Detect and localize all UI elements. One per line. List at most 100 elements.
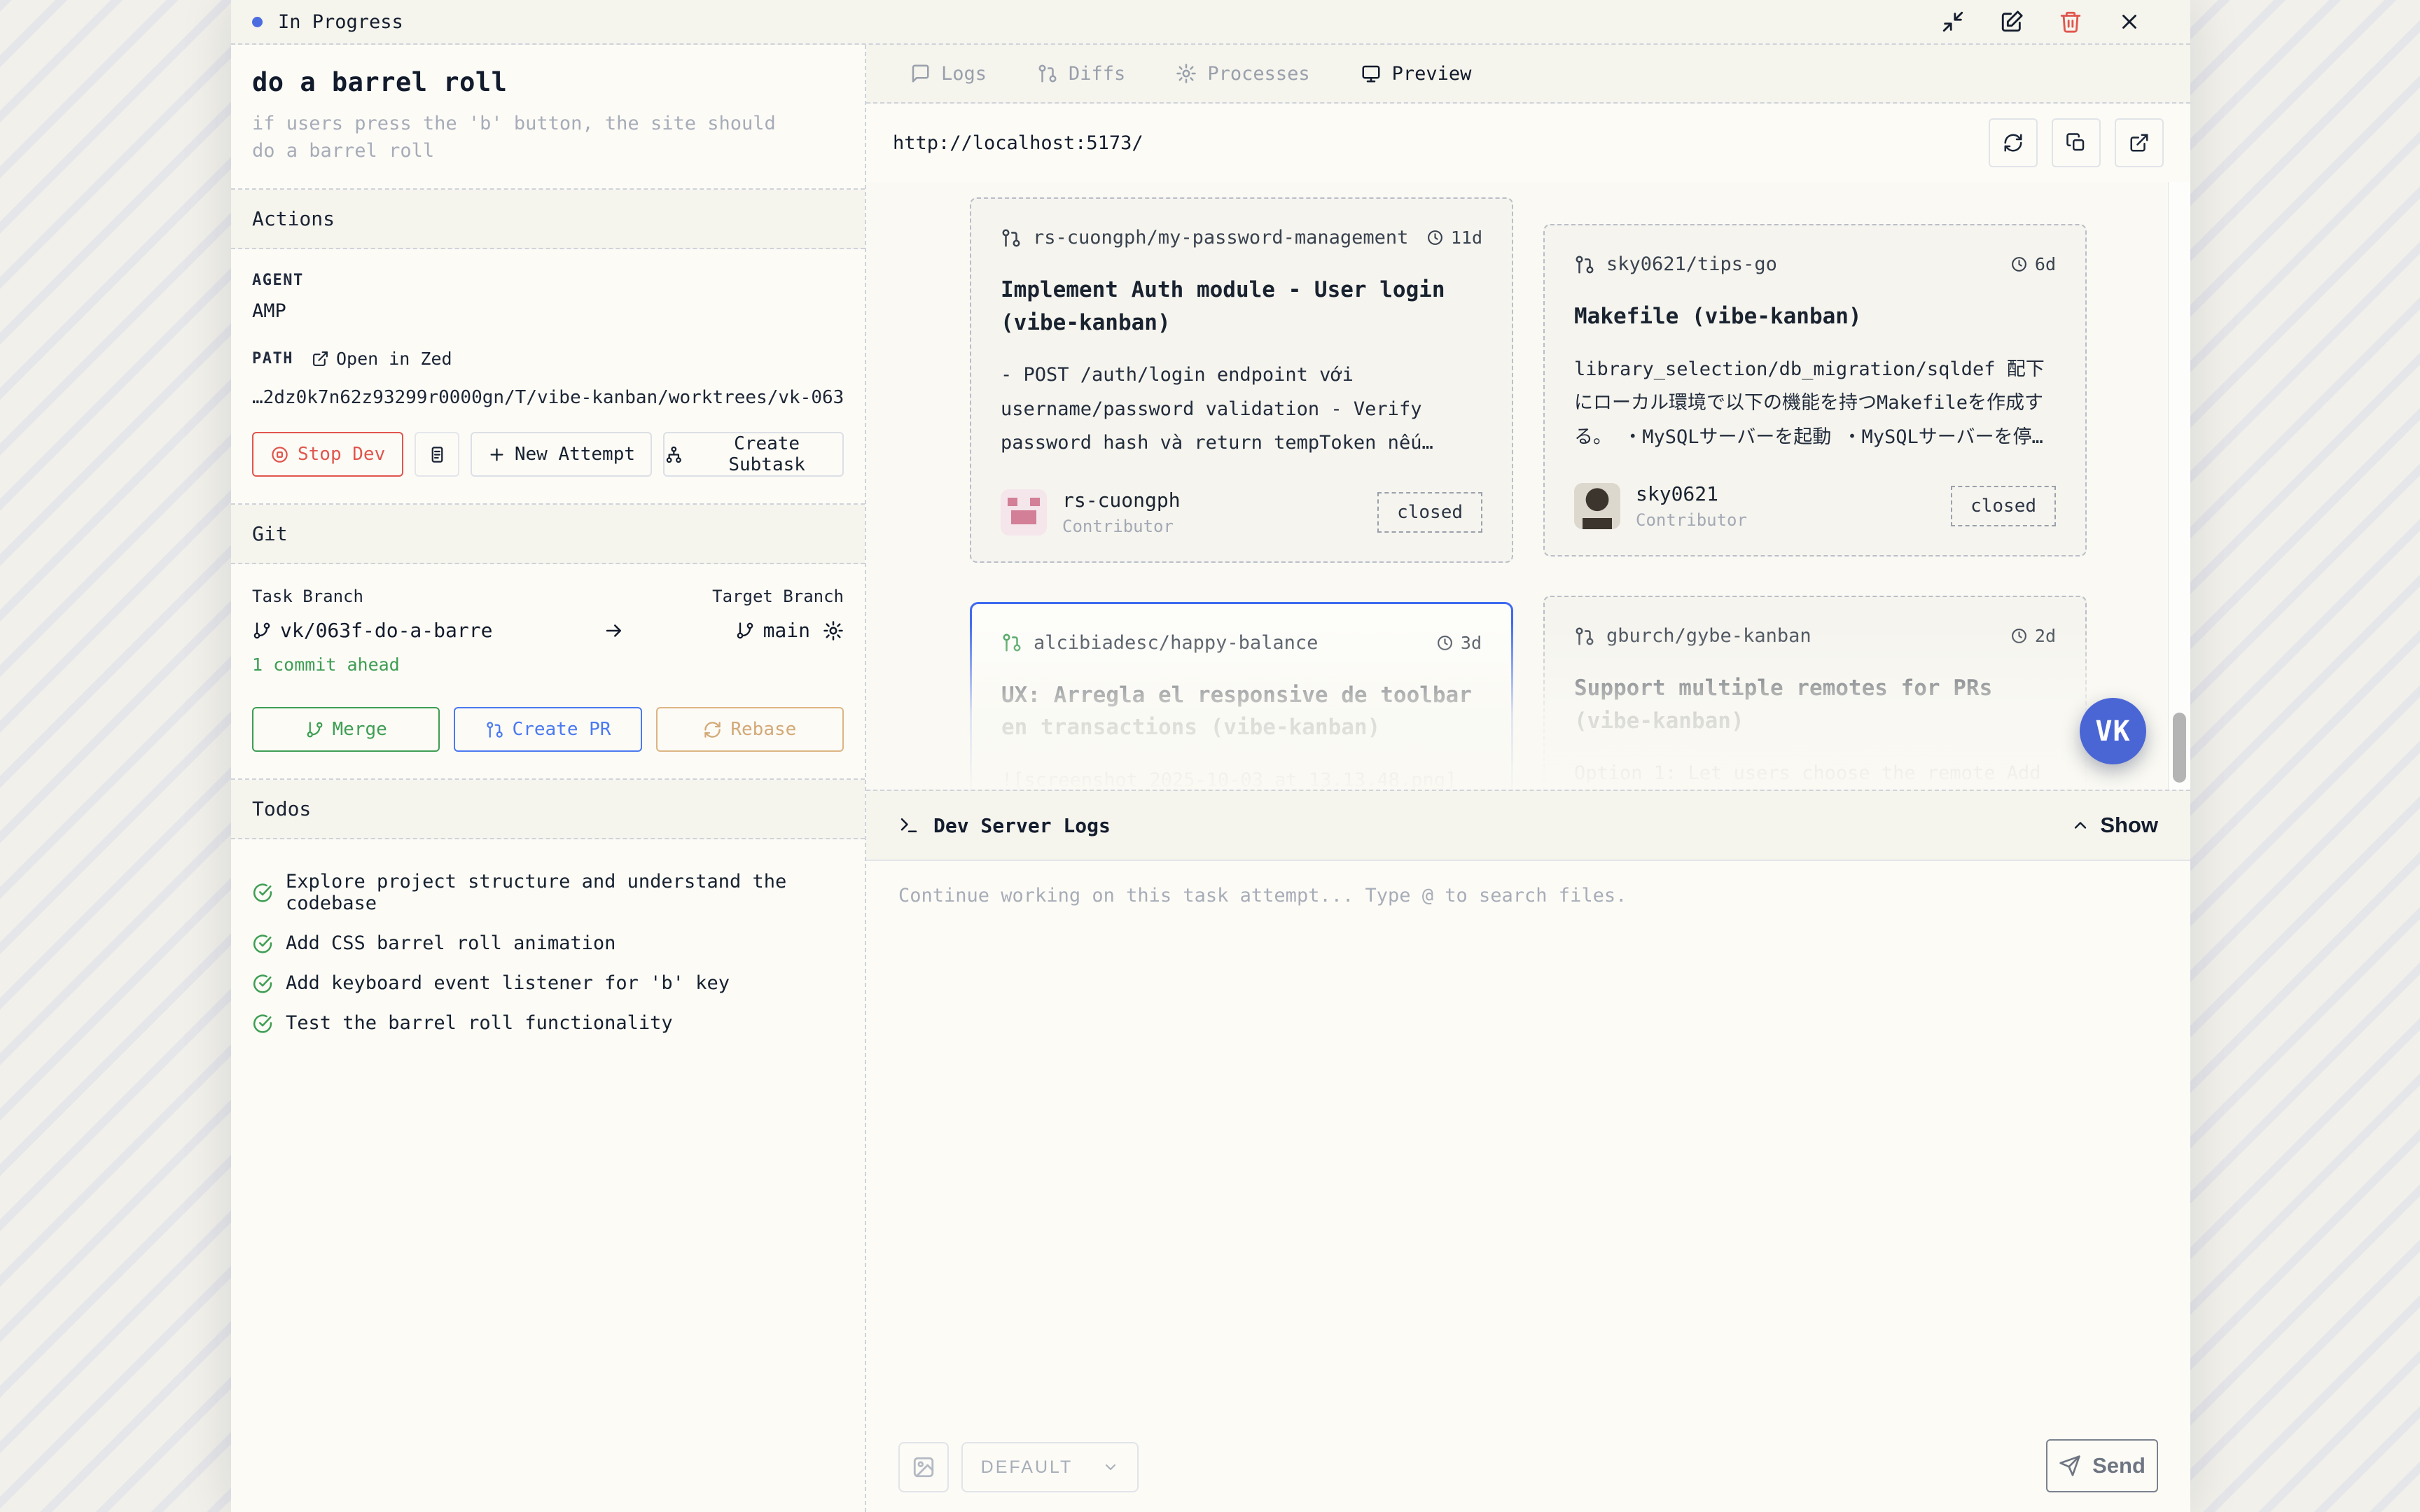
worktree-path: …2dz0k7n62z93299r0000gn/T/vibe-kanban/wo…	[252, 387, 844, 409]
create-pr-button[interactable]: Create PR	[454, 707, 642, 752]
card-author-role: Contributor	[1636, 510, 1747, 531]
branch-settings-gear-icon[interactable]	[819, 620, 844, 641]
send-icon	[2059, 1455, 2080, 1476]
git-buttons: Merge Create PR Rebase	[252, 707, 844, 752]
page-title: do a barrel roll	[252, 67, 508, 97]
path-row: PATH Open in Zed	[252, 349, 844, 369]
git-section: Task Branch Target Branch vk/063f-do-a-b…	[231, 564, 865, 780]
copy-icon	[2066, 133, 2085, 151]
git-branch-icon	[737, 622, 753, 639]
stop-circle-icon	[272, 447, 288, 463]
todo-item: Add keyboard event listener for 'b' key	[252, 963, 844, 1003]
card-age: 3d	[1436, 633, 1482, 653]
copy-url-button[interactable]	[2052, 118, 2101, 167]
task-title-block: do a barrel roll if users press the 'b' …	[231, 45, 865, 190]
target-branch: main	[735, 619, 844, 642]
pr-card[interactable]: sky0621/tips-go 6d Makefile (vibe-kanban…	[1543, 224, 2087, 557]
card-column-right: sky0621/tips-go 6d Makefile (vibe-kanban…	[1543, 197, 2087, 790]
external-link-icon	[2130, 134, 2148, 152]
url-actions	[1989, 118, 2164, 167]
scrollbar-thumb[interactable]	[2173, 713, 2186, 783]
send-button[interactable]: Send	[2046, 1439, 2158, 1492]
avatar	[1001, 489, 1047, 536]
image-icon	[913, 1457, 934, 1478]
header-actions	[1941, 10, 2169, 34]
message-input[interactable]	[898, 885, 2158, 1439]
clock-icon	[2011, 629, 2026, 644]
merge-button[interactable]: Merge	[252, 707, 440, 752]
chat-bubble-icon	[912, 64, 929, 83]
clock-icon	[1437, 635, 1452, 650]
card-repo: sky0621/tips-go	[1606, 253, 1777, 275]
rebase-button[interactable]: Rebase	[655, 707, 844, 752]
card-title: Makefile (vibe-kanban)	[1574, 304, 1862, 329]
card-column-left: rs-cuongph/my-password-management 11d Im…	[970, 197, 1513, 790]
card-repo: gburch/gybe-kanban	[1606, 625, 1811, 648]
target-branch-label: Target Branch	[712, 587, 844, 607]
open-external-button[interactable]	[2115, 118, 2164, 167]
close-icon[interactable]	[2118, 10, 2141, 34]
refresh-button[interactable]	[1989, 118, 2038, 167]
refresh-icon	[2004, 134, 2022, 152]
new-attempt-button[interactable]: New Attempt	[471, 432, 652, 477]
clock-icon	[2011, 257, 2026, 272]
monitor-icon	[1362, 65, 1380, 83]
tab-processes[interactable]: Processes	[1176, 63, 1310, 85]
main-panel: Logs Diffs Processes Preview http://loca…	[866, 45, 2190, 1512]
git-section-heading: Git	[231, 505, 865, 565]
url-address[interactable]: http://localhost:5173/	[893, 132, 1143, 154]
scrollbar-track[interactable]	[2168, 182, 2190, 790]
attach-image-button[interactable]	[898, 1442, 949, 1492]
pr-card[interactable]: rs-cuongph/my-password-management 11d Im…	[970, 197, 1513, 563]
scroll-icon	[431, 447, 443, 463]
pull-request-icon	[1574, 626, 1595, 647]
pr-card-grid: rs-cuongph/my-password-management 11d Im…	[866, 182, 2190, 790]
tab-bar: Logs Diffs Processes Preview	[866, 45, 2190, 104]
terminal-icon	[900, 818, 917, 832]
commits-ahead: 1 commit ahead	[252, 654, 400, 676]
chevron-down-icon	[1106, 1464, 1116, 1470]
edit-icon[interactable]	[2000, 10, 2024, 34]
agent-label: AGENT	[252, 272, 304, 290]
card-body: - POST /auth/login endpoint với username…	[1001, 364, 1422, 454]
delete-icon[interactable]	[2059, 10, 2082, 34]
check-circle-icon	[253, 1014, 272, 1033]
minimize-icon[interactable]	[1941, 10, 1965, 34]
task-branch: vk/063f-do-a-barre	[252, 619, 492, 642]
agent-value: AMP	[252, 300, 286, 323]
pull-request-icon	[1574, 254, 1595, 275]
pr-card-selected[interactable]: alcibiadesc/happy-balance 3d UX: Arregla…	[970, 601, 1513, 790]
card-body: Option 1: Let users choose the remote Ad…	[1574, 762, 2041, 785]
card-title: UX: Arregla el responsive de toolbar en …	[1001, 682, 1472, 741]
pull-request-icon	[1001, 227, 1022, 248]
vibe-kanban-widget[interactable]: VK	[2080, 698, 2146, 764]
pr-card[interactable]: gburch/gybe-kanban 2d Support multiple r…	[1543, 596, 2087, 790]
card-title: Support multiple remotes for PRs (vibe-k…	[1574, 676, 1993, 734]
show-logs-button[interactable]: Show	[2071, 813, 2158, 838]
sidebar: do a barrel roll if users press the 'b' …	[231, 45, 866, 1512]
tab-preview[interactable]: Preview	[1361, 63, 1471, 85]
tab-logs[interactable]: Logs	[910, 63, 987, 85]
card-repo: alcibiadesc/happy-balance	[1034, 631, 1319, 654]
dev-server-logs-bar[interactable]: Dev Server Logs Show	[866, 790, 2190, 861]
todo-item: Add CSS barrel roll animation	[252, 923, 844, 963]
tab-diffs[interactable]: Diffs	[1037, 63, 1125, 85]
todos-section: Explore project structure and understand…	[231, 839, 865, 1070]
status-label: In Progress	[278, 10, 403, 33]
create-subtask-button[interactable]: Create Subtask	[662, 432, 844, 477]
chevron-up-icon	[2075, 822, 2087, 829]
avatar	[1574, 483, 1620, 530]
card-age: 11d	[1426, 227, 1482, 248]
stop-dev-button[interactable]: Stop Dev	[252, 432, 404, 477]
dev-logs-button[interactable]	[415, 432, 460, 477]
actions-section-heading: Actions	[231, 190, 865, 250]
fork-icon	[666, 446, 681, 463]
card-author-role: Contributor	[1062, 516, 1174, 536]
branch-row: vk/063f-do-a-barre main	[252, 619, 844, 642]
dialog-header: In Progress	[231, 0, 2190, 45]
card-title: Implement Auth module - User login (vibe…	[1001, 277, 1445, 335]
variant-dropdown[interactable]: DEFAULT	[961, 1442, 1139, 1492]
open-in-zed-link[interactable]: Open in Zed	[312, 349, 452, 369]
task-description: if users press the 'b' button, the site …	[252, 113, 776, 162]
message-composer: DEFAULT Send	[866, 861, 2190, 1512]
